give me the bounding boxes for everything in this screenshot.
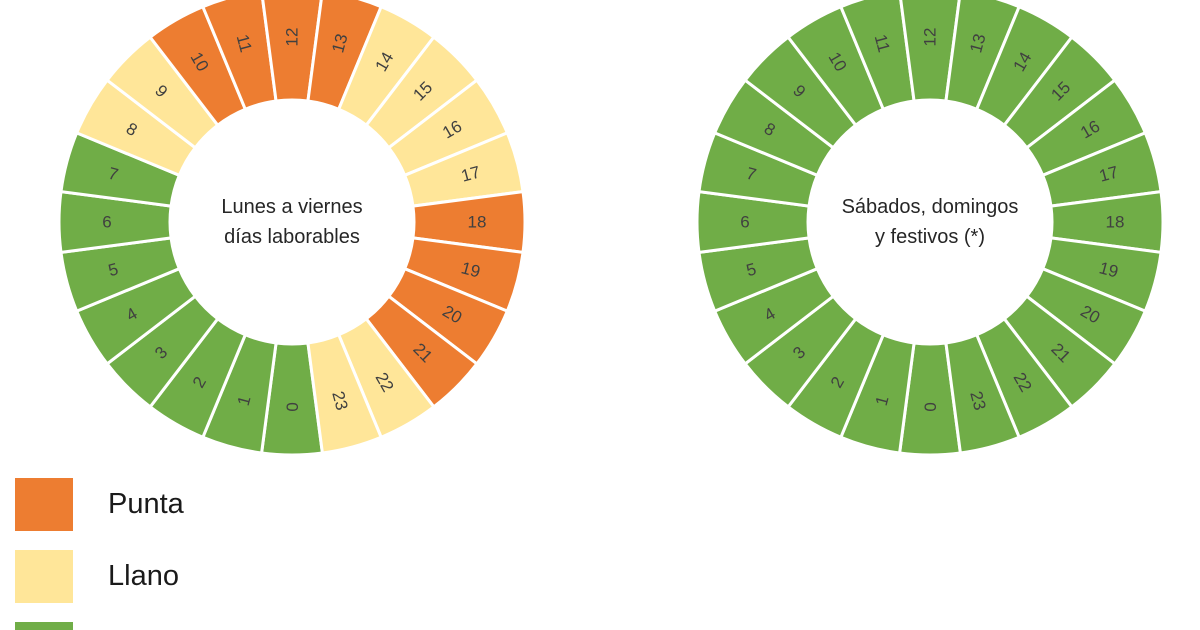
hour-label-17: 17 [1097, 162, 1120, 185]
llano-label: Llano [108, 560, 179, 592]
hour-label-23: 23 [966, 389, 989, 412]
punta-label: Punta [108, 488, 184, 520]
weekday-center-line-2: días laborables [224, 226, 360, 248]
hour-label-6: 6 [740, 213, 749, 232]
legend: Punta Llano [15, 478, 184, 630]
weekday-center-label: Lunes a viernes días laborables [177, 192, 407, 252]
hour-label-11: 11 [871, 32, 894, 54]
hour-label-12: 12 [283, 28, 302, 47]
hour-label-12: 12 [921, 28, 940, 47]
punta-swatch [15, 478, 73, 531]
hour-label-11: 11 [233, 32, 256, 54]
legend-item-valle [15, 622, 184, 630]
hour-label-6: 6 [102, 213, 111, 232]
hour-segment-23 [306, 332, 384, 455]
hour-label-17: 17 [459, 162, 482, 185]
weekend-donut-chart: 0 1 2 3 4 5 6 7 8 9 10 11 12 13 14 15 16 17 18 19 20 21 22 23 S… [690, 0, 1170, 462]
hour-label-19: 19 [1097, 258, 1120, 281]
hour-label-19: 19 [459, 258, 482, 281]
hour-label-13: 13 [328, 32, 351, 55]
weekday-donut-chart: 0 1 2 3 4 5 6 7 8 9 10 11 12 13 14 15 16 17 18 19 20 21 22 23 L… [52, 0, 532, 462]
weekend-center-line-2: y festivos (*) [874, 226, 986, 248]
valle-swatch [15, 622, 73, 630]
hour-label-23: 23 [328, 389, 351, 412]
hour-label-18: 18 [1106, 213, 1125, 232]
hour-label-13: 13 [966, 32, 989, 55]
hour-label-0: 0 [283, 402, 302, 411]
llano-swatch [15, 550, 73, 603]
weekend-center-line-1: Sábados, domingos [841, 196, 1019, 218]
weekend-center-label: Sábados, domingos y festivos (*) [815, 192, 1045, 252]
hour-segment-23 [944, 332, 1022, 455]
legend-item-llano: Llano [15, 550, 184, 603]
hour-label-0: 0 [921, 402, 940, 411]
hour-label-18: 18 [468, 213, 487, 232]
weekday-center-line-1: Lunes a viernes [221, 196, 363, 218]
legend-item-punta: Punta [15, 478, 184, 531]
